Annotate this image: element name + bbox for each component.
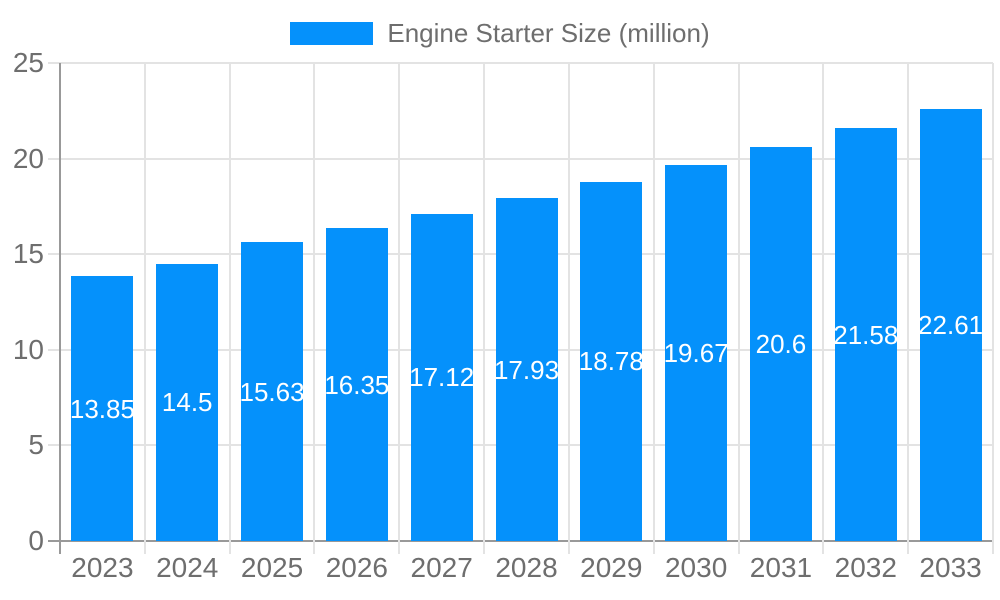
bar-value-label: 13.85 [69, 393, 135, 424]
bar[interactable]: 19.67 [663, 164, 729, 541]
x-tick-label: 2030 [664, 552, 728, 583]
bar[interactable]: 15.63 [239, 242, 305, 541]
bar-value-label: 16.35 [324, 369, 390, 400]
x-tick-label: 2031 [749, 552, 813, 583]
bar[interactable]: 14.5 [156, 263, 219, 541]
y-tick-label: 25 [12, 47, 44, 78]
bar-value-label: 19.67 [663, 337, 729, 368]
legend-label: Engine Starter Size (million) [387, 18, 710, 48]
gridline-vertical [228, 63, 231, 554]
bar-value-label: 17.12 [409, 362, 475, 393]
bar-value-label: 15.63 [239, 376, 305, 407]
bar[interactable]: 17.93 [493, 198, 560, 541]
x-tick-label: 2024 [156, 552, 219, 583]
plot-area: 0 5 10 15 20 25 13.85 2023 14.5 2024 15.63 2025 16.3… [13, 49, 994, 583]
x-tick-label: 2023 [71, 552, 134, 583]
y-tick-label: 15 [12, 238, 44, 270]
bar[interactable]: 13.85 [69, 276, 135, 541]
gridline-vertical [652, 63, 655, 554]
gridline-vertical [992, 63, 994, 554]
y-tick-label: 0 [28, 525, 44, 556]
y-tick-label: 20 [12, 142, 44, 174]
x-tick-label: 2027 [410, 552, 473, 583]
gridline-vertical [143, 63, 146, 554]
gridline-vertical [483, 63, 486, 554]
gridline-vertical [567, 63, 570, 554]
gridline-vertical [822, 63, 825, 554]
y-axis-line [59, 63, 61, 554]
bar-value-label: 22.61 [918, 309, 984, 340]
bar-value-label: 14.5 [161, 387, 213, 418]
bar[interactable]: 16.35 [324, 228, 390, 541]
gridline-vertical [398, 63, 401, 554]
gridline-vertical [907, 63, 910, 554]
bar-value-label: 17.93 [493, 354, 560, 385]
x-tick-label: 2029 [580, 552, 643, 583]
bar[interactable]: 21.58 [833, 128, 899, 541]
bar[interactable]: 18.78 [578, 181, 644, 541]
x-tick-label: 2026 [325, 552, 389, 583]
x-tick-label: 2028 [495, 552, 558, 583]
legend: Engine Starter Size (million) [0, 19, 1000, 48]
bar-value-label: 20.6 [755, 329, 807, 360]
x-axis-line [48, 540, 993, 542]
y-tick-label: 10 [12, 333, 44, 365]
gridline-vertical [737, 63, 740, 554]
bar[interactable]: 17.12 [409, 213, 475, 541]
legend-swatch [290, 21, 374, 45]
bar[interactable]: 22.61 [918, 108, 984, 541]
x-tick-label: 2025 [240, 552, 304, 583]
y-tick-label: 5 [28, 429, 44, 461]
bar-value-label: 21.58 [833, 319, 899, 350]
gridline-horizontal [48, 157, 993, 160]
gridline-vertical [313, 63, 316, 554]
legend-item[interactable]: Engine Starter Size (million) [290, 18, 710, 48]
gridline-horizontal [48, 62, 993, 64]
bar[interactable]: 20.6 [749, 147, 812, 541]
x-tick-label: 2033 [919, 552, 982, 583]
bar-value-label: 18.78 [578, 346, 644, 377]
x-tick-label: 2032 [834, 552, 897, 583]
